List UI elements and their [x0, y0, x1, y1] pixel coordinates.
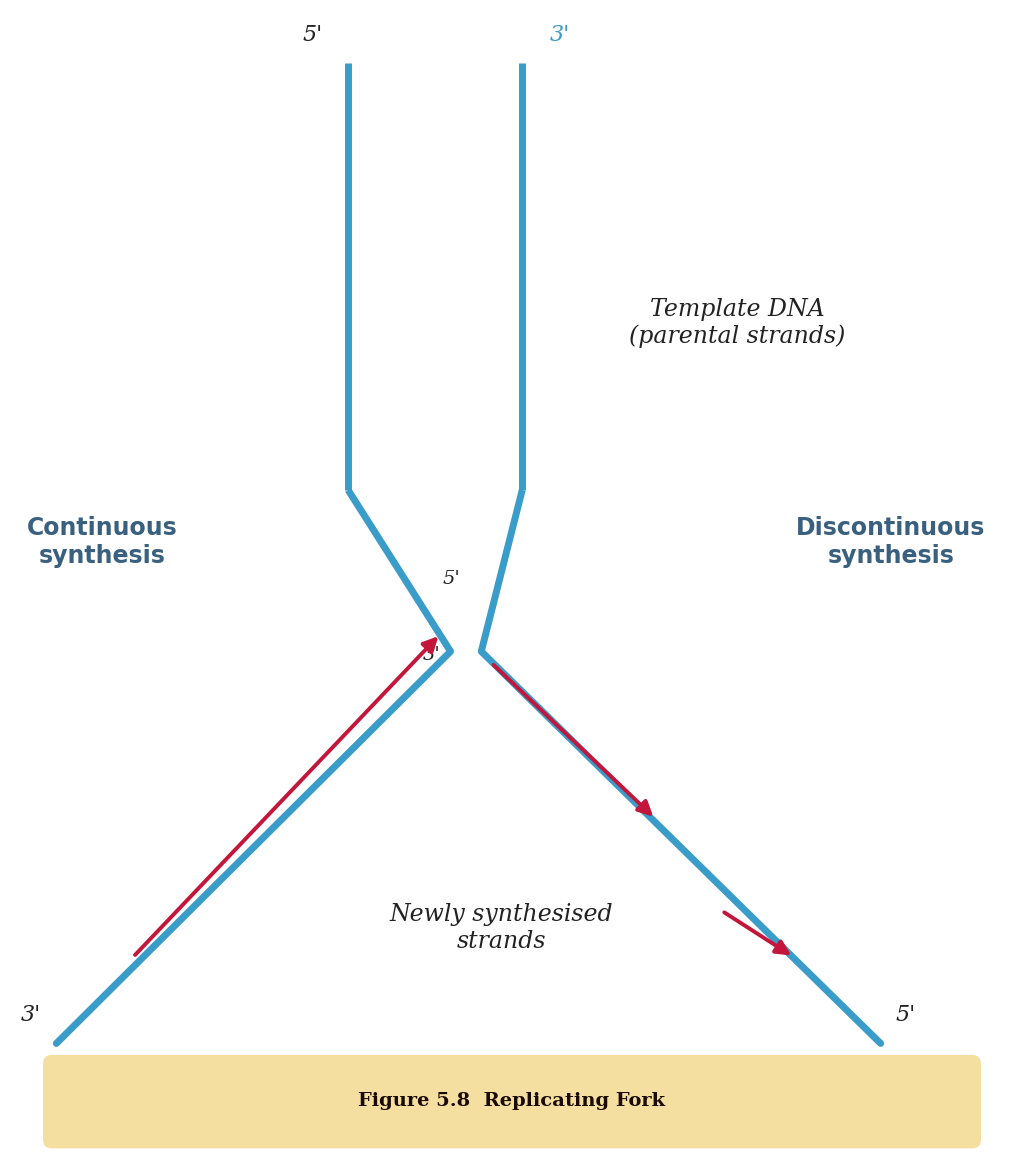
Text: 3': 3' — [20, 1003, 41, 1026]
Text: 3': 3' — [795, 1055, 813, 1073]
Text: 5': 5' — [109, 1055, 127, 1073]
Text: Discontinuous
synthesis: Discontinuous synthesis — [797, 517, 985, 567]
Text: 5': 5' — [302, 24, 323, 46]
Text: 5': 5' — [896, 1003, 916, 1026]
Text: Figure 5.8  Replicating Fork: Figure 5.8 Replicating Fork — [358, 1092, 666, 1110]
Text: 5': 5' — [443, 570, 461, 588]
Text: Continuous
synthesis: Continuous synthesis — [27, 517, 178, 567]
FancyBboxPatch shape — [43, 1055, 981, 1148]
Text: Template DNA
(parental strands): Template DNA (parental strands) — [629, 297, 846, 348]
Text: Newly synthesised
strands: Newly synthesised strands — [390, 903, 613, 954]
Text: 3': 3' — [550, 24, 570, 46]
Text: 3': 3' — [423, 646, 440, 664]
